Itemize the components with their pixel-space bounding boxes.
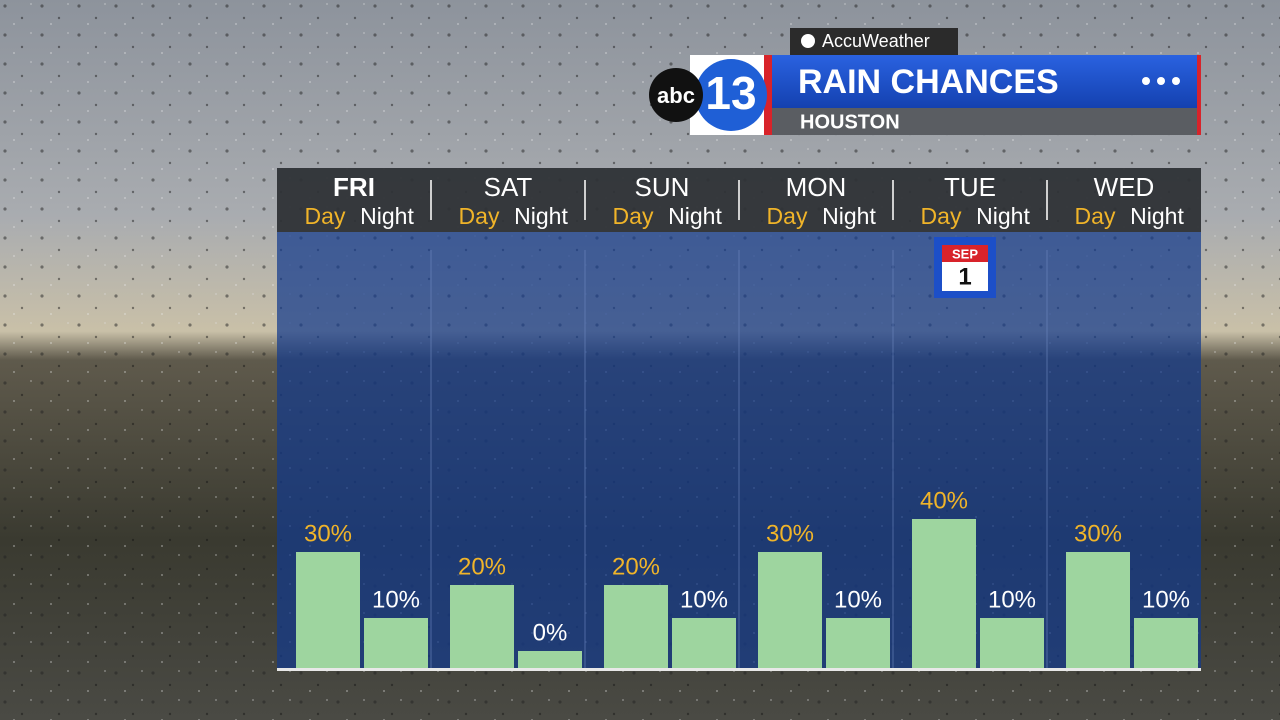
bar [1066, 552, 1130, 668]
bar [758, 552, 822, 668]
logo-circle [695, 59, 767, 131]
day-label: SUN [635, 172, 690, 202]
day-label: FRI [333, 172, 375, 202]
series-label: Day [459, 203, 500, 229]
day-label: SAT [484, 172, 533, 202]
chart-title: RAIN CHANCES [798, 63, 1059, 101]
bar [296, 552, 360, 668]
accent [1197, 55, 1201, 135]
provider-name: AccuWeather [822, 31, 930, 51]
title-bar [772, 55, 1200, 108]
value-label: 10% [372, 586, 420, 613]
channel-number: 13 [705, 67, 756, 119]
baseline [277, 668, 1201, 671]
bar [364, 618, 428, 668]
subtitle-bar [772, 108, 1200, 135]
logo-accent [764, 55, 772, 135]
bar [1134, 618, 1198, 668]
value-label: 10% [1142, 586, 1190, 613]
value-label: 10% [834, 586, 882, 613]
bar [672, 618, 736, 668]
value-label: 40% [920, 487, 968, 514]
menu-dots [1142, 77, 1180, 85]
bar [826, 618, 890, 668]
day-label: WED [1094, 172, 1155, 202]
bar [518, 651, 582, 668]
network-circle [649, 68, 703, 122]
series-label: Night [822, 203, 876, 229]
value-label: 30% [766, 520, 814, 547]
value-label: 20% [458, 553, 506, 580]
value-label: 10% [988, 586, 1036, 613]
series-label: Day [305, 203, 346, 229]
value-label: 0% [533, 619, 568, 646]
series-label: Day [921, 203, 962, 229]
network-name: abc [657, 83, 695, 108]
series-label: Night [668, 203, 722, 229]
value-label: 30% [304, 520, 352, 547]
provider-tab [790, 28, 958, 55]
chart: FRIDay30%Night10%SATDay20%Night0%SUNDay2… [296, 172, 1198, 668]
series-label: Day [767, 203, 808, 229]
value-label: 20% [612, 553, 660, 580]
series-label: Night [514, 203, 568, 229]
series-label: Day [1075, 203, 1116, 229]
series-label: Night [976, 203, 1030, 229]
value-label: 10% [680, 586, 728, 613]
series-label: Day [613, 203, 654, 229]
calendar-header [942, 245, 988, 262]
bar [604, 585, 668, 668]
provider-icon [801, 34, 815, 48]
series-label: Night [1130, 203, 1184, 229]
day-label: TUE [944, 172, 996, 202]
series-label: Night [360, 203, 414, 229]
calendar-month: SEP [952, 246, 978, 261]
bar [450, 585, 514, 668]
chart-subtitle: HOUSTON [800, 111, 900, 133]
calendar-day: 1 [958, 263, 971, 290]
bar [912, 519, 976, 668]
value-label: 30% [1074, 520, 1122, 547]
day-label: MON [786, 172, 847, 202]
bar [980, 618, 1044, 668]
